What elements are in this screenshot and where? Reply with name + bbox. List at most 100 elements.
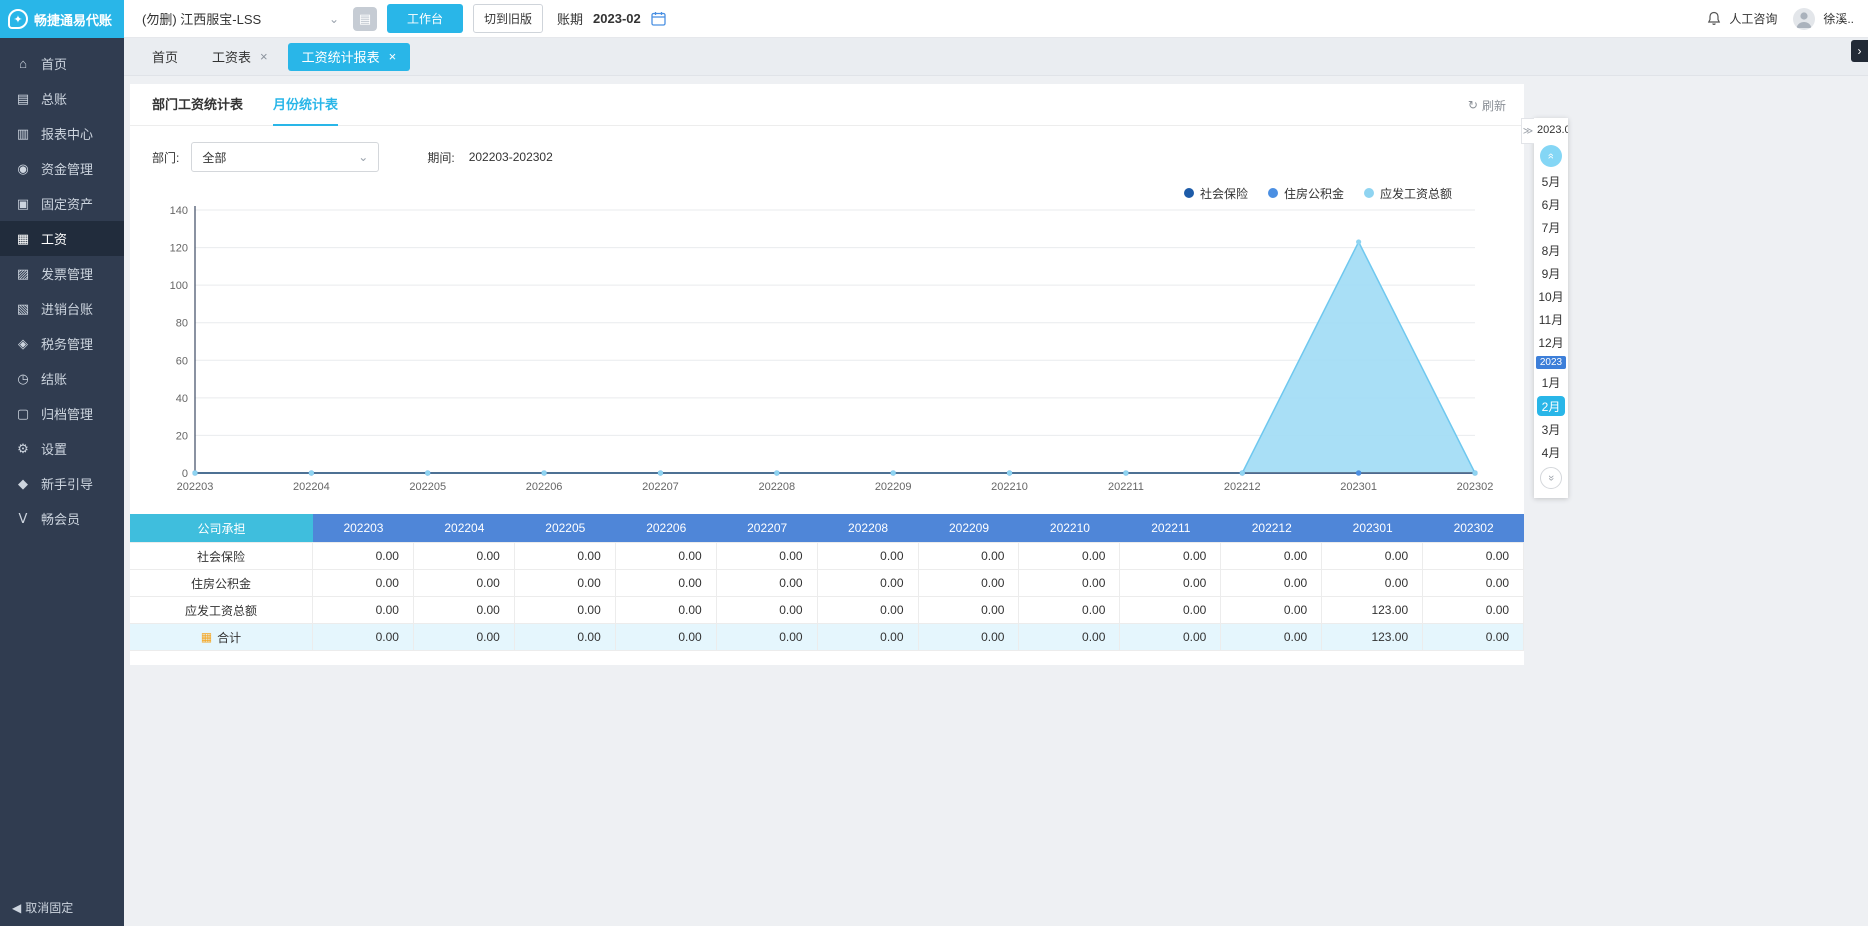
company-selector[interactable]: (勿删) 江西服宝-LSS ⌄ xyxy=(138,9,343,28)
month-item[interactable]: 8月 xyxy=(1541,244,1561,258)
svg-text:140: 140 xyxy=(170,205,188,217)
value-cell: 0.00 xyxy=(1019,596,1121,623)
home-icon: ⌂ xyxy=(19,56,27,71)
tab-home[interactable]: 首页 xyxy=(138,43,192,71)
table-header-cell: 202212 xyxy=(1221,514,1323,542)
month-item[interactable]: 3月 xyxy=(1541,423,1561,437)
logo-text: 畅捷通易代账 xyxy=(34,12,113,28)
dept-filter-label: 部门: xyxy=(152,150,180,165)
tab-label: 工资统计报表 xyxy=(301,50,380,65)
sidebar-item-settings[interactable]: ⚙ 设置 xyxy=(0,431,124,466)
panel-collapse-button[interactable]: ≫ xyxy=(1521,118,1534,144)
report-card: 部门工资统计表 月份统计表 ↻ 刷新 部门: 全部 ⌄ 期间: 202203-20… xyxy=(130,84,1525,665)
consult-link[interactable]: 人工咨询 xyxy=(1729,12,1778,26)
value-cell: 0.00 xyxy=(1423,596,1525,623)
close-icon[interactable]: × xyxy=(388,49,397,64)
table-header-cell: 202204 xyxy=(413,514,515,542)
sidebar-item-label: 资金管理 xyxy=(41,162,94,177)
month-item[interactable]: 10月 xyxy=(1538,290,1564,304)
tax-icon: ◈ xyxy=(18,335,28,351)
avatar[interactable] xyxy=(1793,7,1816,30)
month-item[interactable]: 1月 xyxy=(1541,376,1561,390)
sidebar-item-archive[interactable]: ▢ 归档管理 xyxy=(0,396,124,431)
sidebar-item-guide[interactable]: ◆ 新手引导 xyxy=(0,466,124,501)
account-set-icon[interactable]: ▤ xyxy=(353,6,377,31)
month-item[interactable]: 4月 xyxy=(1541,446,1561,460)
sidebar-item-tax[interactable]: ◈ 税务管理 xyxy=(0,326,124,361)
month-item[interactable]: 6月 xyxy=(1541,198,1561,212)
calculator-icon: ▦ xyxy=(200,630,213,644)
tab-salary-report[interactable]: 工资统计报表 × xyxy=(287,42,411,71)
sidebar-item-member[interactable]: Ⅴ 畅会员 xyxy=(0,501,124,536)
logo-icon: ✦ xyxy=(8,9,28,29)
month-item[interactable]: 12月 xyxy=(1538,336,1564,350)
sidebar-item-label: 畅会员 xyxy=(41,512,81,527)
svg-text:20: 20 xyxy=(176,430,188,442)
svg-text:202301: 202301 xyxy=(1340,481,1377,493)
scroll-months-down-button[interactable]: » xyxy=(1540,467,1562,489)
sidebar-item-label: 固定资产 xyxy=(41,197,94,212)
unpin-button[interactable]: ◀ 取消固定 xyxy=(0,889,124,926)
month-item[interactable]: 7月 xyxy=(1541,221,1561,235)
table-row: 社会保险 0.00 0.00 0.00 0.00 0.00 0.00 0.00 0.00 0.00… xyxy=(130,542,1525,569)
sidebar-item-home[interactable]: ⌂ 首页 xyxy=(0,46,124,81)
table-row: 应发工资总额 0.00 0.00 0.00 0.00 0.00 0.00 0.00 0.00 0.… xyxy=(130,596,1525,623)
sidebar-item-report-center[interactable]: ▥ 报表中心 xyxy=(0,116,124,151)
legend-label: 应发工资总额 xyxy=(1379,186,1452,201)
tab-salary-sheet[interactable]: 工资表 × xyxy=(198,43,282,71)
close-icon[interactable]: × xyxy=(260,49,268,64)
sidebar-item-fixed-assets[interactable]: ▣ 固定资产 xyxy=(0,186,124,221)
tab-label: 首页 xyxy=(152,50,179,65)
sidebar-item-general-ledger[interactable]: ▤ 总账 xyxy=(0,81,124,116)
calendar-icon[interactable] xyxy=(651,11,666,26)
sidebar-item-funds[interactable]: ◉ 资金管理 xyxy=(0,151,124,186)
value-cell: 0.00 xyxy=(1322,542,1424,569)
legend-item[interactable]: 社会保险 xyxy=(1183,184,1248,202)
dept-select[interactable]: 全部 ⌄ xyxy=(191,142,380,172)
sidebar-item-salary[interactable]: ▦ 工资 xyxy=(0,221,124,256)
workbench-button[interactable]: 工作台 xyxy=(387,4,464,33)
sidebar-item-label: 工资 xyxy=(41,232,68,247)
svg-text:202209: 202209 xyxy=(875,481,912,493)
sidebar-item-invoice[interactable]: ▨ 发票管理 xyxy=(0,256,124,291)
svg-text:202210: 202210 xyxy=(991,481,1028,493)
workspace: (勿删) 江西服宝-LSS ⌄ ▤ 工作台 切到旧版 账期 2023-02 人工… xyxy=(124,0,1868,926)
month-item[interactable]: 2月 xyxy=(1537,396,1565,416)
month-item[interactable]: 11月 xyxy=(1538,313,1564,327)
sidebar-item-trade-ledger[interactable]: ▧ 进销台账 xyxy=(0,291,124,326)
svg-text:202211: 202211 xyxy=(1108,481,1144,493)
report-tabs: 部门工资统计表 月份统计表 ↻ 刷新 xyxy=(130,84,1524,126)
svg-text:202302: 202302 xyxy=(1457,481,1494,493)
legend-item[interactable]: 应发工资总额 xyxy=(1363,184,1452,202)
value-cell: 0.00 xyxy=(918,596,1020,623)
value-cell: 0.00 xyxy=(313,542,414,569)
value-cell: 0.00 xyxy=(514,542,616,569)
svg-text:202205: 202205 xyxy=(409,481,446,493)
table-header-row: 公司承担 202203 202204 202205 202206 202207 202208… xyxy=(130,514,1525,542)
expand-side-panel-arrow[interactable]: › xyxy=(1851,40,1868,62)
value-cell: 0.00 xyxy=(313,623,414,650)
svg-text:40: 40 xyxy=(176,393,188,405)
legend-dot-icon xyxy=(1183,188,1194,198)
switch-old-version-button[interactable]: 切到旧版 xyxy=(473,4,544,33)
report-tab-dept-salary[interactable]: 部门工资统计表 xyxy=(152,96,244,112)
table-header-cell: 202301 xyxy=(1322,514,1424,542)
refresh-button[interactable]: ↻ 刷新 xyxy=(1468,84,1506,126)
closing-icon: ◷ xyxy=(17,370,29,386)
sidebar-item-closing[interactable]: ◷ 结账 xyxy=(0,361,124,396)
month-item[interactable]: 9月 xyxy=(1541,267,1561,281)
username[interactable]: 徐溪.. xyxy=(1823,12,1854,26)
table-header-cell: 202205 xyxy=(514,514,616,542)
value-cell: 123.00 xyxy=(1322,596,1424,623)
bell-icon[interactable] xyxy=(1707,11,1721,26)
svg-text:120: 120 xyxy=(170,243,188,255)
value-cell: 0.00 xyxy=(1120,596,1222,623)
value-cell: 0.00 xyxy=(615,623,717,650)
sidebar-item-label: 新手引导 xyxy=(41,477,94,492)
report-tab-month-stats[interactable]: 月份统计表 xyxy=(273,84,339,126)
scroll-months-up-button[interactable]: » xyxy=(1540,145,1562,167)
month-item[interactable]: 5月 xyxy=(1541,175,1561,189)
legend-item[interactable]: 住房公积金 xyxy=(1267,184,1344,202)
value-cell: 0.00 xyxy=(817,596,919,623)
